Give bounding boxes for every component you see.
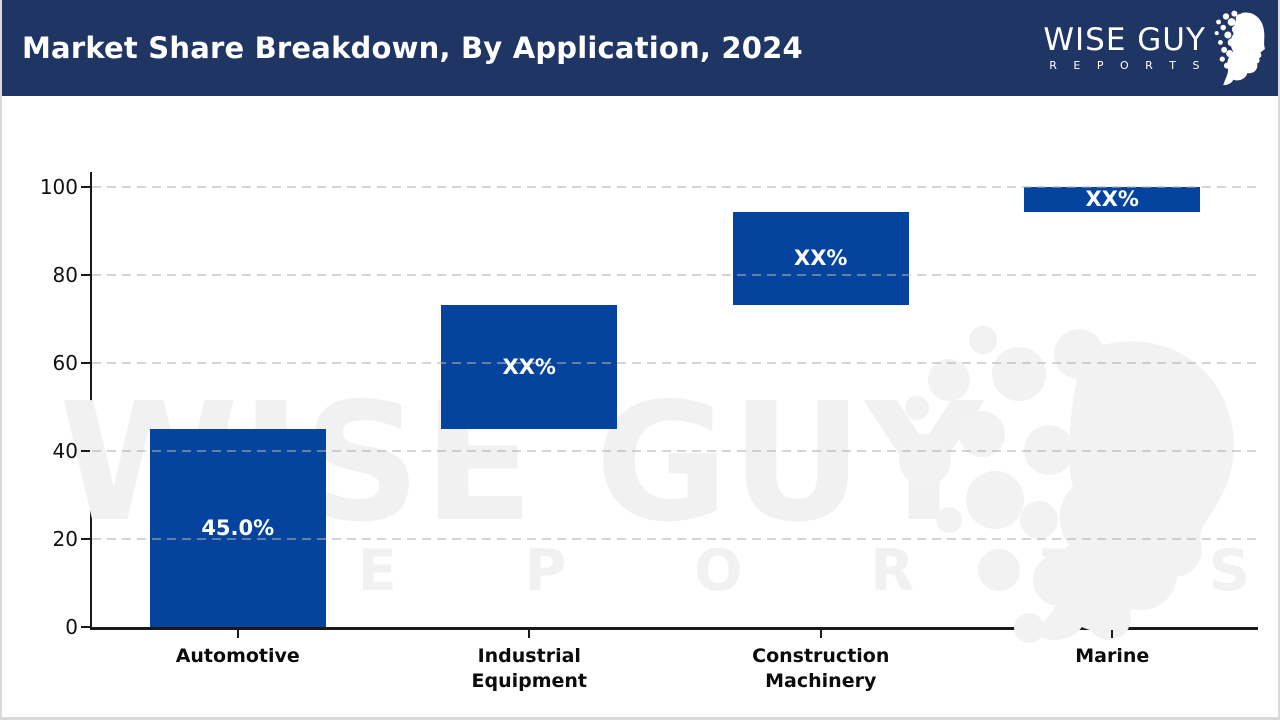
- x-label-marine: Marine: [1075, 645, 1150, 667]
- y-tick-label-100: 100: [39, 175, 78, 199]
- x-tick-mark-construction-machinery: [819, 630, 822, 638]
- bar-industrial-equipment: [441, 304, 618, 429]
- gridline-40: [92, 450, 1258, 452]
- y-tick-label-0: 0: [65, 615, 78, 639]
- y-tick-label-40: 40: [52, 439, 78, 463]
- bar-value-industrial-equipment: XX%: [502, 354, 556, 379]
- gridline-20: [92, 538, 1258, 540]
- x-tick-mark-marine: [1111, 630, 1114, 638]
- y-tick-mark-40: [81, 450, 90, 452]
- gridline-60: [92, 362, 1258, 364]
- y-tick-mark-80: [81, 274, 90, 276]
- x-tick-mark-industrial-equipment: [528, 630, 531, 638]
- logo-subtitle: R E P O R T S: [1049, 59, 1206, 73]
- logo-wordmark: WISE GUY: [1043, 21, 1206, 58]
- header: Market Share Breakdown, By Application, …: [2, 0, 1278, 96]
- chart-area: WISE GUY R E P O R T S 45.0% Automotive XX…: [2, 96, 1278, 717]
- bar-construction-machinery: [732, 211, 909, 305]
- x-label-industrial-equipment: Industrial Equipment: [471, 645, 587, 692]
- x-label-automotive: Automotive: [175, 645, 300, 667]
- bar-automotive: [149, 429, 326, 627]
- y-tick-mark-0: [81, 626, 90, 628]
- y-tick-mark-100: [81, 186, 90, 188]
- y-tick-label-60: 60: [52, 351, 78, 375]
- page-title: Market Share Breakdown, By Application, …: [22, 31, 803, 65]
- y-tick-mark-20: [81, 538, 90, 540]
- bar-marine: [1024, 187, 1201, 212]
- gridline-80: [92, 274, 1258, 276]
- x-tick-mark-automotive: [236, 630, 239, 638]
- wiseguy-logo: WISE GUY R E P O R T S: [1043, 6, 1268, 90]
- watermark-face-icon: [899, 326, 1234, 643]
- bar-value-marine: XX%: [1085, 187, 1139, 212]
- wiseguy-face-icon: [1214, 10, 1265, 86]
- y-tick-mark-60: [81, 362, 90, 364]
- y-tick-label-80: 80: [52, 263, 78, 287]
- y-tick-label-20: 20: [52, 527, 78, 551]
- plot-area: 45.0% Automotive XX% Industrial Equipment XX…: [90, 172, 1258, 692]
- bar-value-automotive: 45.0%: [201, 516, 275, 540]
- wiseguy-logo-text: WISE GUY R E P O R T S: [1043, 24, 1206, 73]
- gridline-100: [92, 186, 1258, 188]
- bar-value-construction-machinery: XX%: [794, 246, 848, 271]
- x-label-construction-machinery: Construction Machinery: [752, 645, 890, 692]
